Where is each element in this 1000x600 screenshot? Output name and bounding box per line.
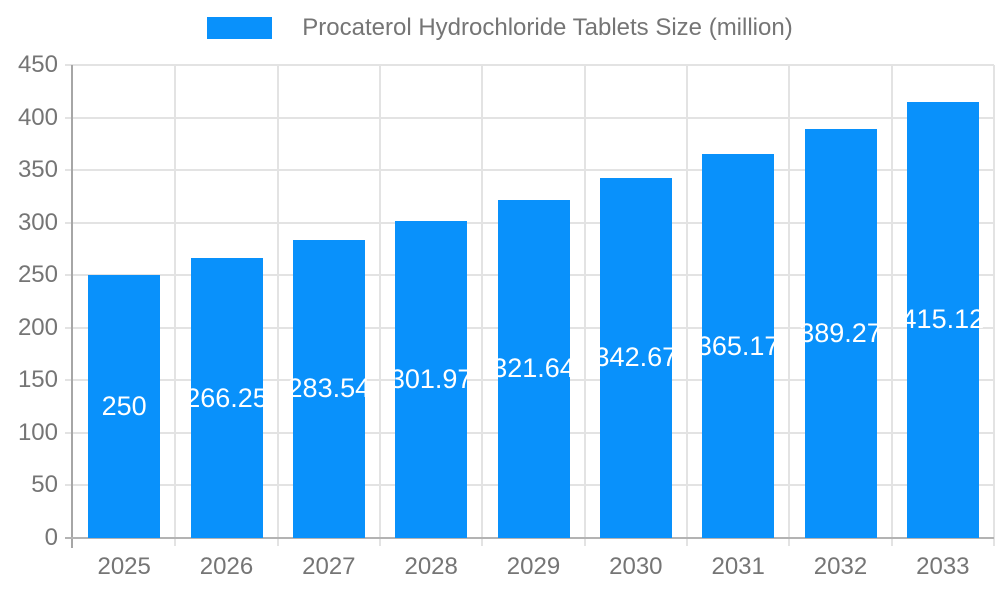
- gridline-vertical: [686, 65, 688, 546]
- y-axis-label-0: 0: [44, 524, 58, 551]
- bar-value-label: 365.17: [696, 330, 780, 361]
- bar-value-label: 389.27: [799, 317, 882, 348]
- legend-swatch: [207, 17, 273, 39]
- gridline-horizontal: [65, 116, 994, 119]
- y-axis-label-300: 300: [17, 208, 58, 236]
- x-axis-label-2025: 2025: [97, 553, 151, 580]
- bar-value-label: 283.54: [287, 373, 371, 404]
- gridline-vertical: [379, 65, 381, 546]
- x-axis-label-2028: 2028: [404, 553, 458, 580]
- x-axis-line: [65, 537, 994, 539]
- gridline-horizontal: [65, 64, 994, 66]
- legend-label: Procaterol Hydrochloride Tablets Size (m…: [302, 14, 793, 41]
- bar-2030[interactable]: 342.67: [595, 177, 677, 538]
- x-axis-label-2027: 2027: [302, 553, 356, 580]
- y-axis-label-350: 350: [17, 156, 58, 184]
- gridline-vertical: [993, 65, 995, 546]
- bar-2025[interactable]: 250: [88, 275, 161, 538]
- bar-2027[interactable]: 283.54: [288, 239, 370, 538]
- y-axis-label-50: 50: [31, 471, 58, 499]
- bar-2029[interactable]: 321.64: [492, 199, 575, 538]
- gridline-vertical: [174, 65, 177, 546]
- x-axis-label-2032: 2032: [813, 553, 868, 580]
- gridline-vertical: [481, 65, 484, 546]
- x-axis-label-2026: 2026: [199, 553, 254, 580]
- y-axis-label-450: 450: [17, 51, 58, 78]
- x-axis-label-2029: 2029: [506, 553, 561, 580]
- gridline-horizontal: [65, 169, 994, 172]
- x-axis-label-2030: 2030: [609, 553, 663, 580]
- bar-2026[interactable]: 266.25: [185, 258, 268, 538]
- bar-2033[interactable]: 415.12: [902, 101, 984, 538]
- y-axis-label-200: 200: [17, 313, 58, 341]
- bar-value-label: 250: [101, 391, 147, 422]
- bar-value-label: 266.25: [185, 382, 268, 413]
- gridline-vertical: [890, 65, 893, 546]
- bar-value-label: 301.97: [389, 363, 473, 394]
- legend[interactable]: Procaterol Hydrochloride Tablets Size (m…: [0, 14, 1000, 42]
- y-axis-label-250: 250: [17, 261, 58, 289]
- bar-value-label: 321.64: [492, 353, 575, 384]
- y-axis-label-400: 400: [17, 103, 58, 131]
- gridline-vertical: [276, 65, 279, 546]
- y-axis-label-150: 150: [17, 366, 58, 394]
- bar-value-label: 415.12: [901, 304, 985, 335]
- x-axis-label-2031: 2031: [711, 553, 765, 580]
- y-axis-label-100: 100: [17, 418, 58, 446]
- gridline-vertical: [583, 65, 586, 546]
- bar-value-label: 342.67: [594, 342, 678, 373]
- x-axis-label-2033: 2033: [916, 553, 970, 580]
- bar-2032[interactable]: 389.27: [799, 128, 882, 538]
- y-axis-line: [71, 65, 73, 548]
- bar-2031[interactable]: 365.17: [697, 154, 779, 538]
- bar-2028[interactable]: 301.97: [390, 220, 472, 538]
- gridline-vertical: [788, 65, 791, 546]
